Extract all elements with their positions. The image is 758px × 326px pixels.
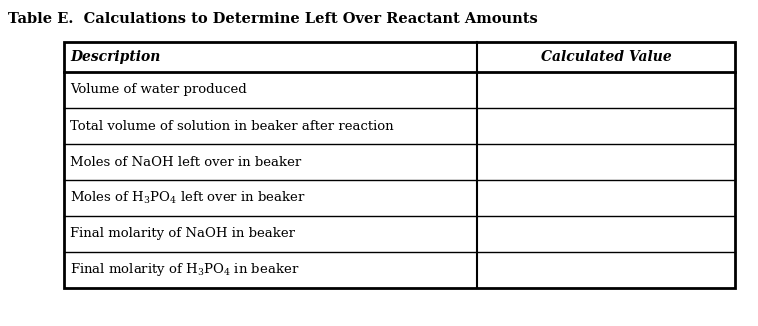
Text: Total volume of solution in beaker after reaction: Total volume of solution in beaker after… — [70, 120, 394, 132]
Text: Moles of $\mathregular{H_3PO_4}$ left over in beaker: Moles of $\mathregular{H_3PO_4}$ left ov… — [70, 190, 306, 206]
Bar — [64, 42, 735, 288]
Text: Calculated Value: Calculated Value — [540, 50, 672, 64]
Text: Volume of water produced: Volume of water produced — [70, 83, 247, 96]
Text: Final molarity of NaOH in beaker: Final molarity of NaOH in beaker — [70, 228, 296, 241]
Text: Table E.  Calculations to Determine Left Over Reactant Amounts: Table E. Calculations to Determine Left … — [8, 12, 537, 26]
Text: Final molarity of $\mathregular{H_3PO_4}$ in beaker: Final molarity of $\mathregular{H_3PO_4}… — [70, 261, 299, 278]
Text: Description: Description — [70, 50, 161, 64]
Text: Moles of NaOH left over in beaker: Moles of NaOH left over in beaker — [70, 156, 302, 169]
